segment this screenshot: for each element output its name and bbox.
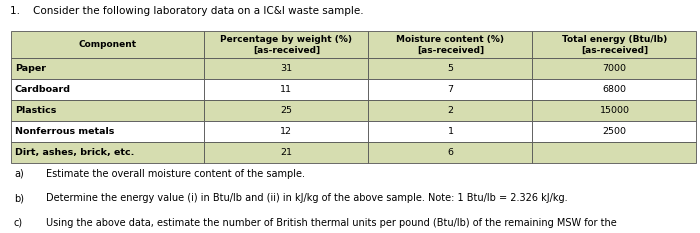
Text: 1.    Consider the following laboratory data on a IC&I waste sample.: 1. Consider the following laboratory dat… [10,6,364,16]
Bar [204,79,368,100]
Bar [204,58,368,79]
Bar [533,142,696,163]
Text: 2: 2 [447,106,454,115]
Bar [368,79,533,100]
Text: 7000: 7000 [603,64,627,73]
Text: Total energy (Btu/lb)
[as-received]: Total energy (Btu/lb) [as-received] [562,35,667,55]
Text: 7: 7 [447,85,454,94]
Text: c): c) [14,218,23,228]
Text: 25: 25 [281,106,293,115]
Text: Moisture content (%)
[as-received]: Moisture content (%) [as-received] [396,35,505,55]
Text: Estimate the overall moisture content of the sample.: Estimate the overall moisture content of… [46,169,304,179]
Bar [10,58,204,79]
Text: 12: 12 [281,127,293,136]
Text: 6800: 6800 [603,85,627,94]
Bar [204,121,368,142]
Bar [533,79,696,100]
Text: 5: 5 [447,64,454,73]
Bar [10,79,204,100]
Text: Paper: Paper [15,64,46,73]
Text: 1: 1 [447,127,454,136]
Bar [368,58,533,79]
Text: Nonferrous metals: Nonferrous metals [15,127,114,136]
Text: Percentage by weight (%)
[as-received]: Percentage by weight (%) [as-received] [220,35,352,55]
Bar [10,100,204,121]
Bar [204,142,368,163]
Text: Cardboard: Cardboard [15,85,71,94]
Text: 21: 21 [281,148,293,157]
Text: Dirt, ashes, brick, etc.: Dirt, ashes, brick, etc. [15,148,134,157]
Text: a): a) [14,169,24,179]
Bar [368,121,533,142]
Bar [533,58,696,79]
Text: b): b) [14,193,24,203]
Bar [204,31,368,58]
Bar [368,100,533,121]
Text: Plastics: Plastics [15,106,56,115]
Bar [533,31,696,58]
Bar [10,31,204,58]
Text: 2500: 2500 [603,127,627,136]
Bar [368,31,533,58]
Bar [533,121,696,142]
Bar [204,100,368,121]
Text: 11: 11 [281,85,293,94]
Text: Determine the energy value (i) in Btu/lb and (ii) in kJ/kg of the above sample. : Determine the energy value (i) in Btu/lb… [46,193,567,203]
Text: 15000: 15000 [599,106,629,115]
Bar [533,100,696,121]
Text: Component: Component [78,40,136,49]
Text: Using the above data, estimate the number of British thermal units per pound (Bt: Using the above data, estimate the numbe… [46,218,616,228]
Bar [368,142,533,163]
Text: 31: 31 [280,64,293,73]
Bar [10,121,204,142]
Bar [10,142,204,163]
Text: 6: 6 [447,148,454,157]
